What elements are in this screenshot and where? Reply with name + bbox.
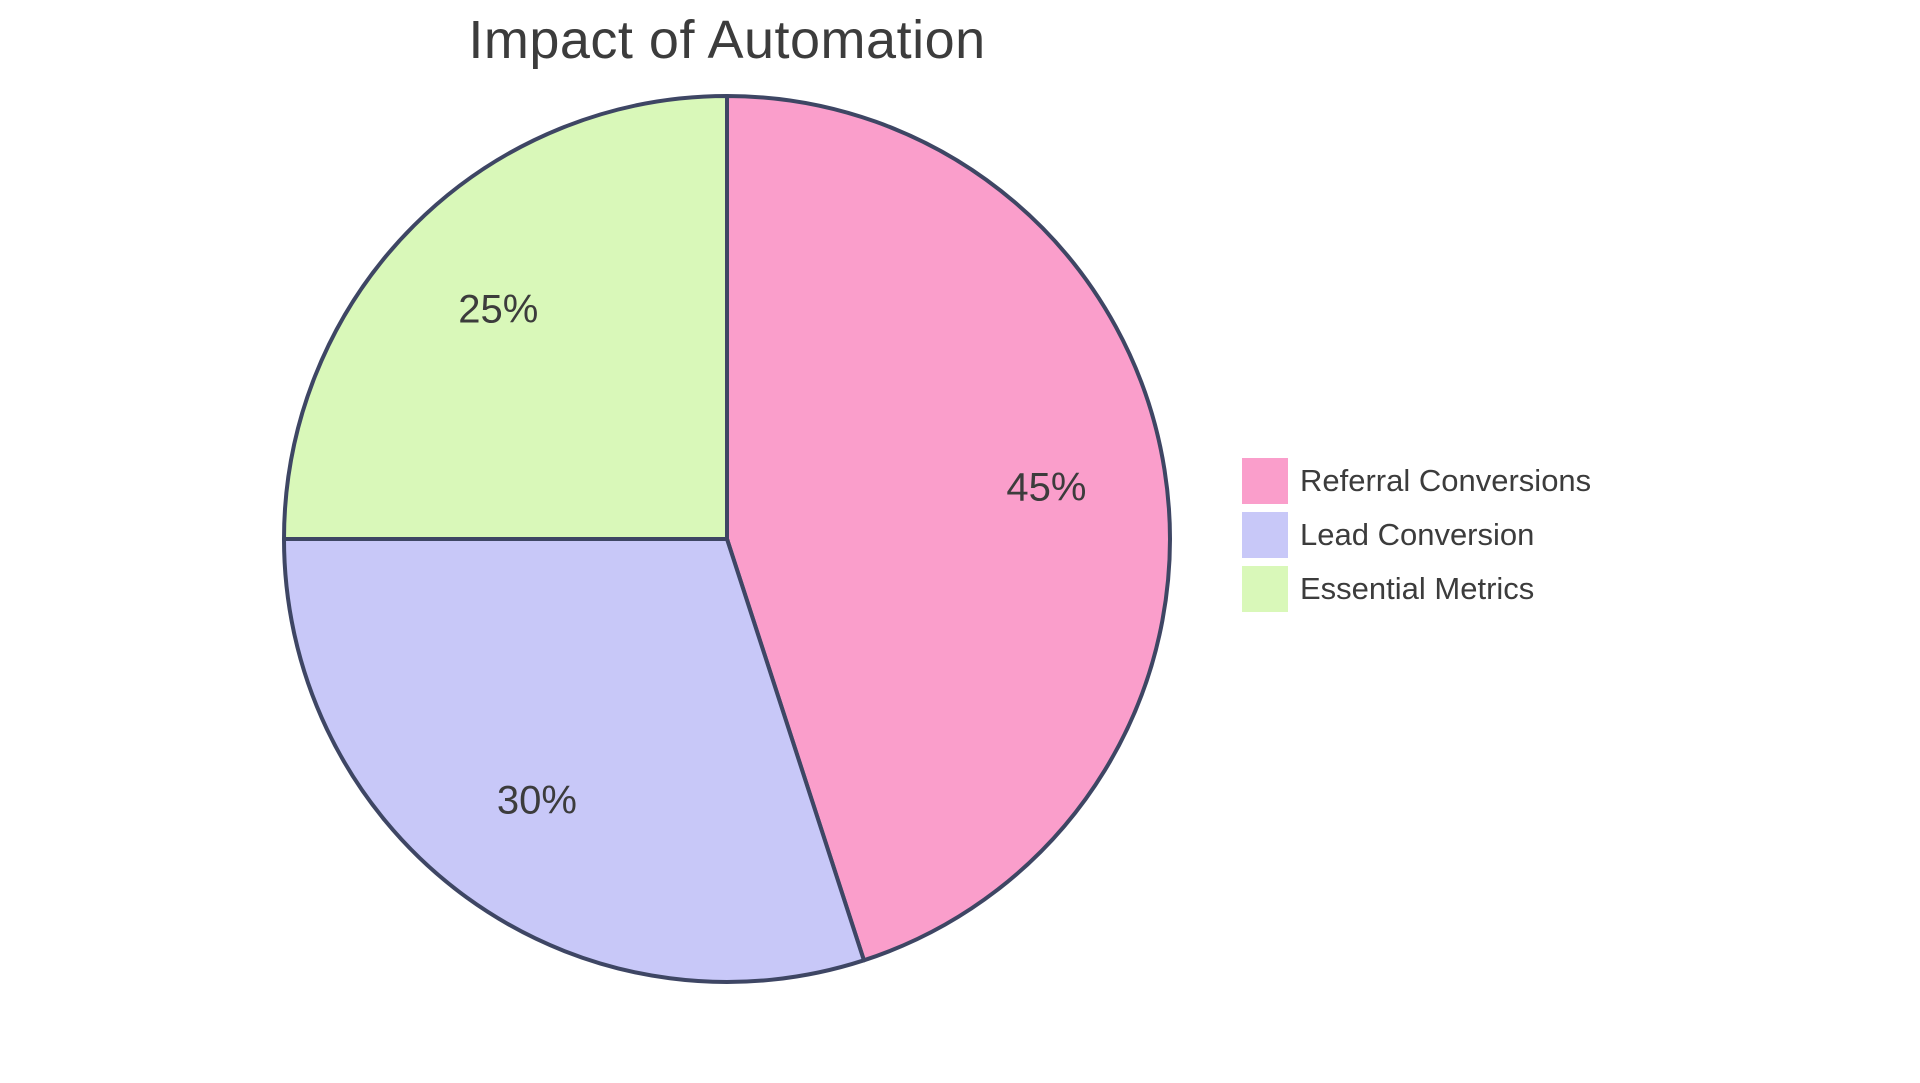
pct-label-referral-conversions: 45%	[1006, 465, 1087, 510]
pie-slices	[282, 94, 1172, 984]
legend-swatch-essential-metrics	[1242, 566, 1288, 612]
legend-item-referral-conversions: Referral Conversions	[1242, 458, 1591, 504]
legend-label-lead-conversion: Lead Conversion	[1300, 517, 1535, 552]
pct-label-essential-metrics: 25%	[458, 287, 539, 332]
legend-item-essential-metrics: Essential Metrics	[1242, 566, 1591, 612]
legend-swatch-referral-conversions	[1242, 458, 1288, 504]
pie-slice-lead-conversion	[282, 537, 866, 984]
pct-label-lead-conversion: 30%	[496, 778, 577, 823]
legend: Referral Conversions Lead Conversion Essen…	[1242, 458, 1591, 612]
chart-title: Impact of Automation	[468, 10, 986, 70]
legend-label-essential-metrics: Essential Metrics	[1300, 571, 1535, 606]
pie-slice-essential-metrics	[282, 94, 729, 541]
legend-item-lead-conversion: Lead Conversion	[1242, 512, 1591, 558]
pie-slice-referral-conversions	[725, 94, 1172, 963]
legend-label-referral-conversions: Referral Conversions	[1300, 463, 1592, 498]
legend-swatch-lead-conversion	[1242, 512, 1288, 558]
